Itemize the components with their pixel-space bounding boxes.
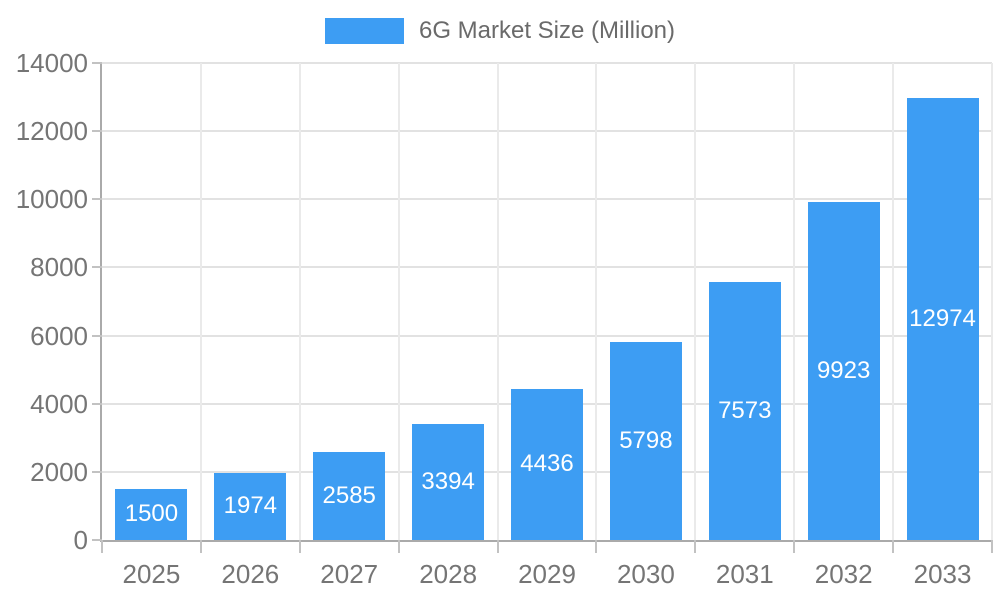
x-axis-tick — [496, 540, 499, 553]
gridline-horizontal — [102, 130, 992, 133]
bar-value-label: 7573 — [718, 396, 772, 424]
bar-2029[interactable]: 4436 — [511, 388, 583, 540]
y-tick-label: 4000 — [30, 388, 88, 419]
legend[interactable]: 6G Market Size (Million) — [0, 18, 1000, 44]
gridline-vertical — [892, 63, 895, 540]
y-axis-tick — [92, 198, 102, 201]
y-axis-tick — [92, 266, 102, 269]
gridline-horizontal — [102, 198, 992, 201]
x-axis-tick — [793, 540, 796, 553]
gridline-horizontal — [102, 334, 992, 337]
y-axis-tick — [92, 402, 102, 405]
bar-2028[interactable]: 3394 — [412, 424, 485, 540]
x-tick-label: 2028 — [419, 559, 478, 589]
x-tick-label: 2025 — [122, 559, 181, 589]
bar-value-label: 1500 — [124, 500, 179, 528]
x-axis-tick — [199, 540, 202, 553]
bar-value-label: 3394 — [421, 468, 475, 496]
x-tick-label: 2032 — [814, 559, 873, 589]
gridline-vertical — [397, 63, 400, 540]
y-axis-tick — [92, 539, 102, 541]
bar-value-label: 5798 — [619, 427, 673, 455]
bar-value-label: 4436 — [520, 450, 574, 478]
gridline-vertical — [298, 63, 301, 540]
gridline-vertical — [199, 63, 202, 540]
gridline-vertical — [496, 63, 499, 540]
gridline-vertical — [793, 63, 796, 540]
bar-2032[interactable]: 9923 — [807, 201, 880, 540]
bar-value-label: 1974 — [223, 492, 278, 520]
y-tick-label: 12000 — [15, 116, 88, 147]
x-tick-label: 2026 — [221, 559, 280, 589]
x-tick-label: 2029 — [518, 559, 576, 589]
bar-2025[interactable]: 1500 — [115, 488, 188, 540]
x-axis-tick — [397, 540, 400, 553]
y-tick-label: 14000 — [15, 48, 88, 78]
x-tick-label: 2031 — [715, 559, 774, 589]
x-tick-label: 2033 — [913, 559, 972, 589]
y-tick-label: 2000 — [30, 456, 88, 487]
x-axis-tick — [595, 540, 598, 553]
x-tick-label: 2027 — [320, 559, 379, 589]
legend-label: 6G Market Size (Million) — [418, 17, 676, 44]
x-axis-tick — [101, 540, 103, 553]
bar-value-label: 12974 — [909, 304, 976, 332]
bar-2031[interactable]: 7573 — [708, 281, 781, 540]
bar-2026[interactable]: 1974 — [214, 472, 287, 540]
y-axis-tick — [92, 470, 102, 473]
bar-value-label: 9923 — [816, 356, 871, 384]
x-axis-tick — [892, 540, 895, 553]
y-tick-label: 6000 — [30, 320, 88, 351]
x-axis-tick — [694, 540, 697, 553]
gridline-vertical — [991, 63, 993, 540]
x-tick-label: 2030 — [616, 559, 675, 589]
y-axis-tick — [92, 62, 102, 64]
bar-value-label: 2585 — [322, 481, 376, 509]
bar-2027[interactable]: 2585 — [313, 451, 386, 540]
gridline-vertical — [595, 63, 598, 540]
x-axis-labels: 2025 2026 2027 2028 2029 2030 2031 2032 2033 — [102, 558, 992, 590]
y-tick-label: 10000 — [15, 184, 88, 215]
bar-2033[interactable]: 12974 — [906, 97, 979, 540]
gridline-vertical — [694, 63, 697, 540]
gridline-horizontal — [102, 266, 992, 269]
y-axis-tick — [92, 130, 102, 133]
x-axis-tick — [298, 540, 301, 553]
y-axis-tick — [92, 334, 102, 337]
y-tick-label: 0 — [73, 525, 88, 555]
legend-swatch — [324, 18, 404, 44]
y-tick-label: 8000 — [30, 252, 88, 283]
x-axis-tick — [991, 540, 993, 553]
bar-2030[interactable]: 5798 — [609, 342, 682, 540]
gridline-horizontal — [102, 62, 992, 64]
plot-area: 1500 1974 2585 3394 4436 5798 7573 9923 12974 — [100, 62, 993, 542]
